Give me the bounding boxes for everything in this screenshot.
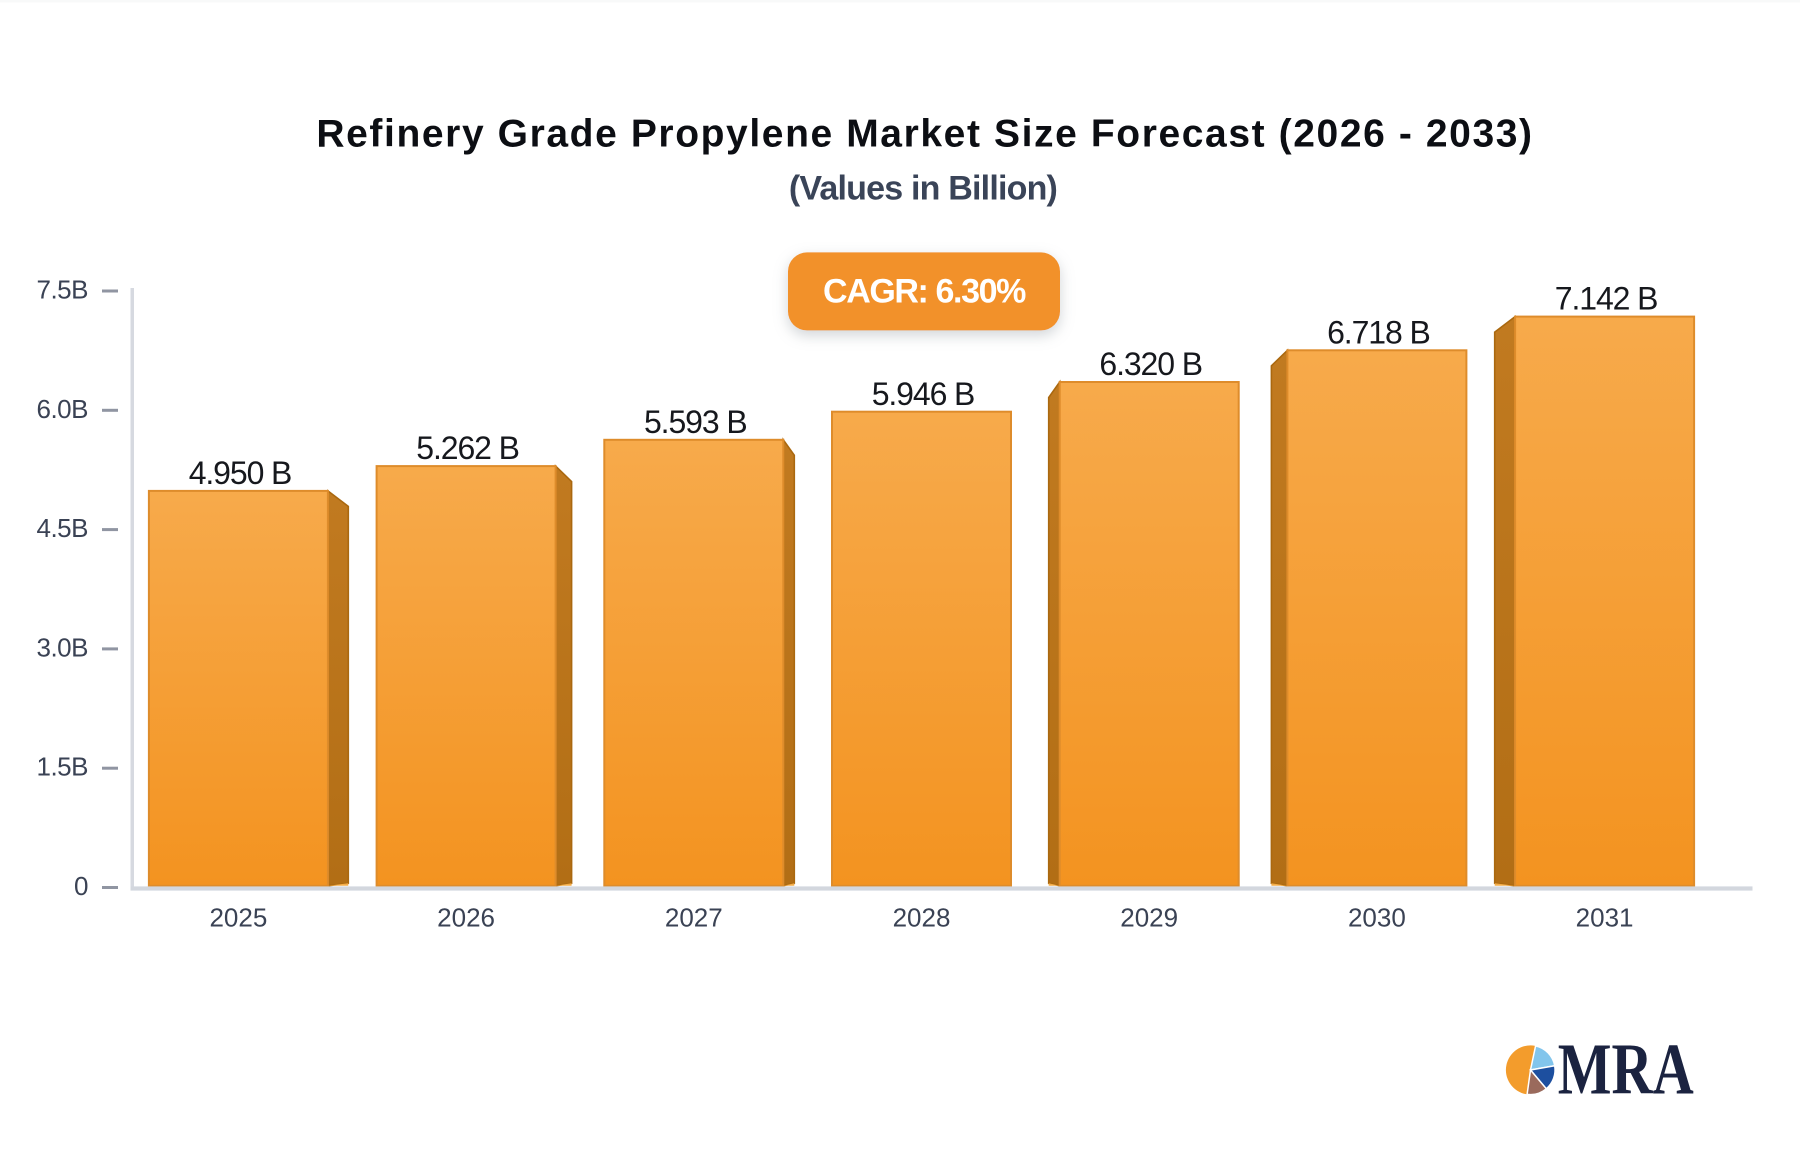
svg-text:MRA: MRA: [1558, 1030, 1694, 1110]
svg-text:5.262 B: 5.262 B: [416, 430, 519, 466]
svg-text:4.950 B: 4.950 B: [189, 455, 292, 491]
svg-text:2028: 2028: [893, 903, 951, 933]
svg-text:Refinery Grade Propylene Marke: Refinery Grade Propylene Market Size For…: [316, 113, 1533, 156]
svg-text:2030: 2030: [1348, 903, 1406, 933]
svg-text:3.0B: 3.0B: [37, 632, 89, 662]
svg-text:2027: 2027: [665, 903, 723, 933]
svg-text:2025: 2025: [209, 903, 267, 933]
svg-text:0: 0: [74, 871, 88, 901]
svg-text:5.946 B: 5.946 B: [872, 376, 975, 412]
svg-text:7.5B: 7.5B: [37, 275, 89, 305]
svg-text:7.142 B: 7.142 B: [1555, 281, 1658, 317]
svg-text:(Values in Billion): (Values in Billion): [789, 169, 1057, 207]
svg-text:2031: 2031: [1576, 903, 1634, 933]
svg-text:1.5B: 1.5B: [37, 752, 89, 782]
svg-text:6.0B: 6.0B: [37, 394, 89, 424]
svg-text:2029: 2029: [1120, 903, 1178, 933]
svg-text:6.320 B: 6.320 B: [1099, 346, 1202, 382]
svg-text:6.718 B: 6.718 B: [1327, 314, 1430, 350]
svg-text:4.5B: 4.5B: [37, 513, 89, 543]
svg-text:2026: 2026: [437, 903, 495, 933]
svg-text:CAGR: 6.30%: CAGR: 6.30%: [823, 272, 1026, 310]
svg-text:5.593 B: 5.593 B: [644, 404, 747, 440]
